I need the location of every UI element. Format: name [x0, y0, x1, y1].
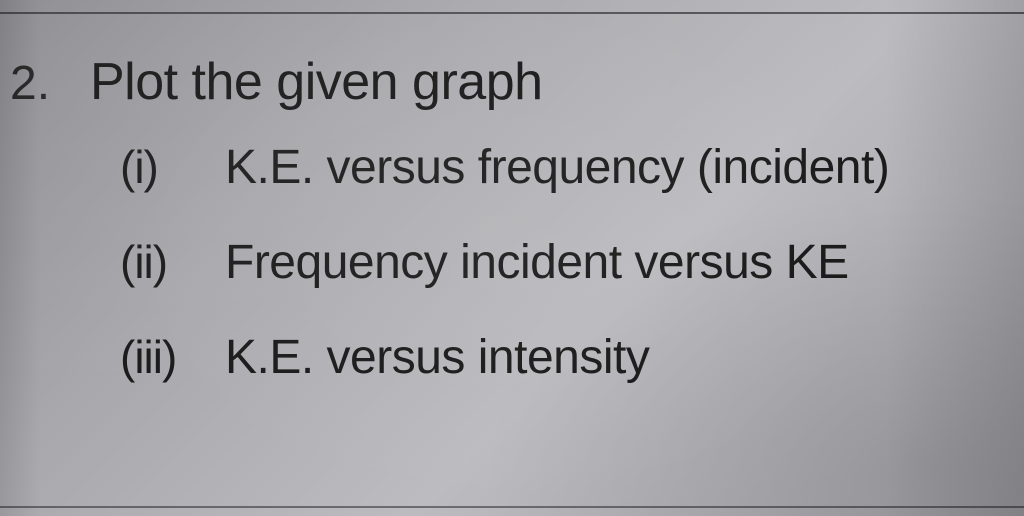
question-prompt: Plot the given graph: [90, 52, 543, 112]
question-page: 2. Plot the given graph (i) K.E. versus …: [0, 0, 1024, 516]
item-text: Frequency incident versus KE: [225, 235, 849, 290]
list-item: (i) K.E. versus frequency (incident): [120, 130, 994, 225]
item-label: (i): [120, 140, 225, 194]
question-heading: 2. Plot the given graph: [0, 30, 1024, 112]
item-label: (ii): [120, 235, 225, 289]
item-label: (iii): [120, 330, 225, 384]
list-item: (iii) K.E. versus intensity: [120, 320, 994, 415]
question-number: 2.: [10, 56, 90, 111]
list-item: (ii) Frequency incident versus KE: [120, 225, 994, 320]
sub-items: (i) K.E. versus frequency (incident) (ii…: [0, 112, 1024, 415]
top-rule: [0, 12, 1024, 14]
bottom-rule: [0, 506, 1024, 508]
item-text: K.E. versus frequency (incident): [225, 140, 889, 195]
item-text: K.E. versus intensity: [225, 330, 649, 385]
